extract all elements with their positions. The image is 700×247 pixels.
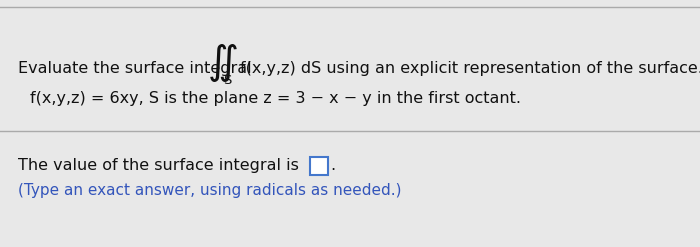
Text: f(x,y,z) dS using an explicit representation of the surface.: f(x,y,z) dS using an explicit representa… bbox=[240, 62, 700, 77]
Bar bbox=[0, 0, 700, 131]
Text: $\iint$: $\iint$ bbox=[206, 42, 237, 84]
Text: .: . bbox=[330, 158, 335, 173]
Bar bbox=[310, 157, 328, 175]
Text: S: S bbox=[223, 75, 231, 87]
Bar bbox=[0, 131, 700, 247]
Text: f(x,y,z) = 6xy, S is the plane z = 3 − x − y in the first octant.: f(x,y,z) = 6xy, S is the plane z = 3 − x… bbox=[30, 91, 521, 106]
Text: The value of the surface integral is: The value of the surface integral is bbox=[18, 158, 304, 173]
Text: Evaluate the surface integral: Evaluate the surface integral bbox=[18, 62, 257, 77]
Text: (Type an exact answer, using radicals as needed.): (Type an exact answer, using radicals as… bbox=[18, 184, 402, 198]
